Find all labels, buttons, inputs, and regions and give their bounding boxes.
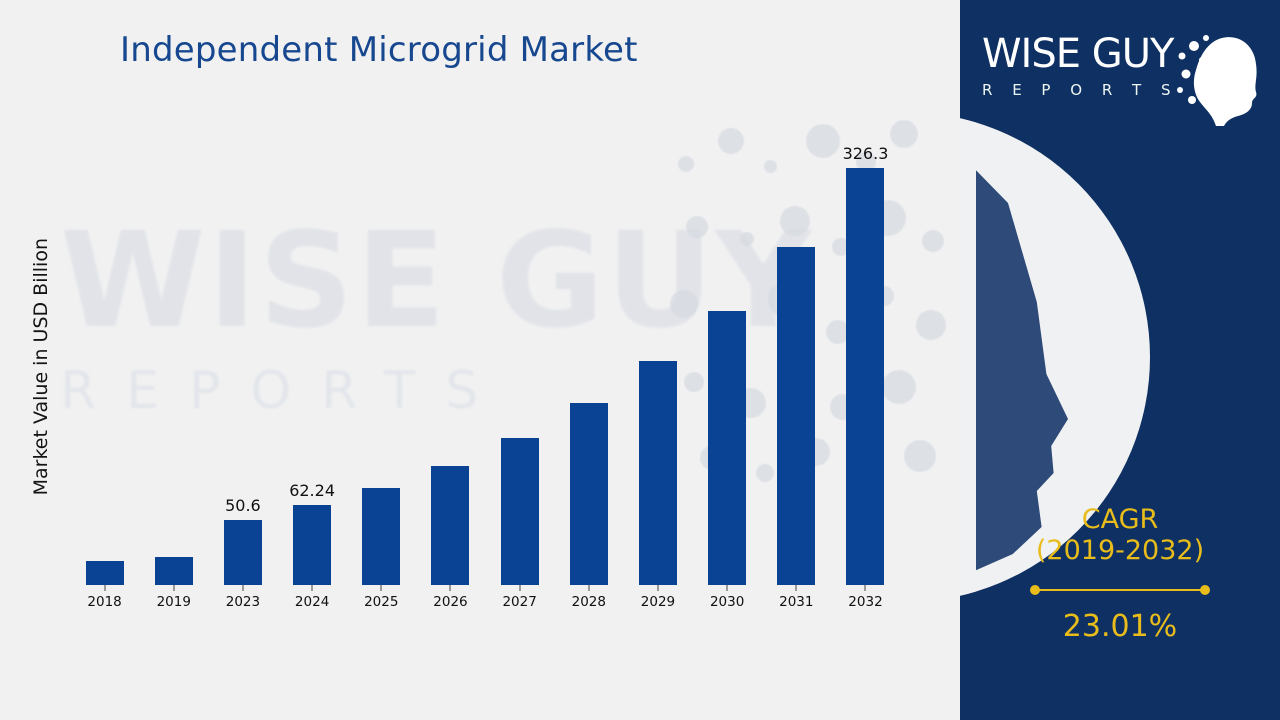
x-tick: 2031 (762, 585, 831, 615)
bar-column (416, 150, 485, 585)
x-tick-mark (864, 585, 866, 591)
plot-area: 50.6 62.24 326.3 (70, 144, 900, 585)
cagr-value: 23.01% (1062, 608, 1178, 644)
x-tick: 2023 (208, 585, 277, 615)
bar-value-label: 62.24 (289, 481, 335, 500)
x-tick-label: 2027 (502, 594, 537, 610)
wiseguy-logo: WISE GUY R E P O R T S (982, 31, 1262, 126)
bar (846, 168, 885, 585)
y-axis-label: Market Value in USD Billion (30, 0, 52, 495)
divider-line (1036, 588, 1204, 591)
x-tick-label: 2030 (709, 594, 745, 610)
x-tick-mark (173, 585, 175, 591)
divider-dot-right (1200, 584, 1210, 595)
x-tick: 2030 (693, 585, 762, 615)
x-tick: 2024 (278, 585, 347, 615)
bar (223, 520, 262, 585)
x-tick-label: 2024 (294, 594, 330, 610)
x-tick-label: 2025 (364, 594, 399, 610)
x-tick: 2018 (70, 585, 139, 615)
x-tick-mark (242, 585, 244, 591)
page-title: Independent Microgrid Market (120, 30, 638, 70)
x-tick: 2019 (139, 585, 208, 615)
bar-series: 50.6 62.24 326.3 (70, 144, 900, 585)
bar (85, 561, 124, 585)
x-axis-tick-labels: 2018 2019 2023 2024 2025 2026 2027 2028 2029 2030… (70, 585, 900, 615)
x-tick: 2032 (831, 585, 900, 615)
bar-value-label: 326.3 (842, 144, 889, 163)
x-tick: 2028 (554, 585, 623, 615)
bar (569, 403, 608, 585)
bar-column (70, 150, 139, 585)
x-tick-mark (380, 585, 382, 591)
bar (431, 466, 470, 585)
bar-value-label: 50.6 (225, 496, 261, 515)
bar (293, 505, 332, 585)
bar (154, 557, 193, 585)
cagr-label: CAGR (1081, 504, 1159, 535)
bar-column (485, 150, 554, 585)
x-tick-mark (311, 585, 313, 591)
bar (777, 247, 816, 585)
x-tick-label: 2032 (848, 594, 883, 610)
bar-column: 62.24 (278, 150, 347, 585)
x-tick: 2029 (623, 585, 692, 615)
x-tick-label: 2018 (87, 594, 122, 610)
bar-column (762, 150, 831, 585)
bar-column (554, 150, 623, 585)
bar (638, 361, 677, 585)
bar-column: 326.3 (831, 144, 900, 585)
bar (708, 311, 747, 585)
divider-dot-left (1030, 584, 1040, 595)
x-tick-label: 2031 (779, 594, 814, 610)
logo-sub-text: R E P O R T S (982, 81, 1178, 99)
x-tick-label: 2023 (225, 594, 261, 610)
bar-column (693, 150, 762, 585)
bar-column (347, 150, 416, 585)
x-tick-label: 2026 (433, 594, 468, 610)
x-tick-mark (726, 585, 728, 591)
bar-column: 50.6 (208, 150, 277, 585)
head-silhouette-icon (1177, 35, 1257, 126)
chart-panel: WISE GUY REPORTS (30, 0, 946, 615)
bar (362, 488, 401, 585)
cagr-block: CAGR (2019-2032) 23.01% (960, 504, 1280, 644)
y-axis-label-text: Market Value in USD Billion (30, 238, 52, 496)
x-tick: 2026 (416, 585, 485, 615)
x-tick: 2027 (485, 585, 554, 615)
bar (500, 438, 539, 585)
x-tick-mark (104, 585, 106, 591)
logo-main-text: WISE GUY (982, 31, 1174, 77)
x-tick-mark (588, 585, 590, 591)
x-tick-mark (795, 585, 797, 591)
decorative-circle-overlay (960, 112, 976, 602)
x-tick-mark (657, 585, 659, 591)
x-tick-mark (519, 585, 521, 591)
brand-side-panel: WISE GUY R E P O R T S CAGR (2019-2032) (960, 0, 1280, 720)
x-tick-label: 2029 (640, 594, 676, 610)
x-tick: 2025 (347, 585, 416, 615)
x-tick-label: 2019 (156, 594, 191, 610)
x-tick-mark (449, 585, 451, 591)
cagr-range: (2019-2032) (1035, 534, 1205, 566)
x-tick-label: 2028 (571, 594, 606, 610)
bar-column (623, 150, 692, 585)
cagr-divider (1030, 584, 1210, 596)
bar-column (139, 150, 208, 585)
